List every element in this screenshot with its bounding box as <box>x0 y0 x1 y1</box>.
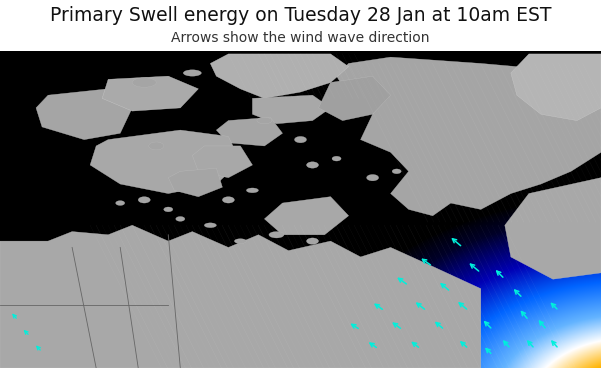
Ellipse shape <box>164 207 173 212</box>
Polygon shape <box>505 178 601 279</box>
Ellipse shape <box>175 216 185 221</box>
Polygon shape <box>319 76 391 121</box>
Text: Arrows show the wind wave direction: Arrows show the wind wave direction <box>171 31 430 45</box>
Polygon shape <box>0 225 481 368</box>
Ellipse shape <box>307 238 319 244</box>
Text: Primary Swell energy on Tuesday 28 Jan at 10am EST: Primary Swell energy on Tuesday 28 Jan a… <box>50 6 551 25</box>
Polygon shape <box>168 168 222 197</box>
Polygon shape <box>90 130 240 194</box>
Ellipse shape <box>234 239 246 244</box>
Polygon shape <box>264 197 349 235</box>
Polygon shape <box>210 54 349 98</box>
Polygon shape <box>252 95 331 124</box>
Ellipse shape <box>222 197 234 203</box>
Ellipse shape <box>246 188 258 193</box>
Polygon shape <box>36 89 132 139</box>
Ellipse shape <box>204 223 216 228</box>
Ellipse shape <box>149 142 163 150</box>
Polygon shape <box>102 76 198 111</box>
Ellipse shape <box>307 162 319 168</box>
Ellipse shape <box>367 174 379 181</box>
Ellipse shape <box>332 156 341 161</box>
Polygon shape <box>192 146 252 178</box>
Ellipse shape <box>116 201 125 205</box>
Polygon shape <box>337 57 601 216</box>
Ellipse shape <box>294 137 307 143</box>
Ellipse shape <box>257 117 272 124</box>
Ellipse shape <box>392 169 401 174</box>
Polygon shape <box>216 117 282 146</box>
Ellipse shape <box>183 70 201 76</box>
Ellipse shape <box>132 78 156 87</box>
Polygon shape <box>511 54 601 121</box>
Ellipse shape <box>138 197 150 203</box>
Ellipse shape <box>269 231 284 238</box>
